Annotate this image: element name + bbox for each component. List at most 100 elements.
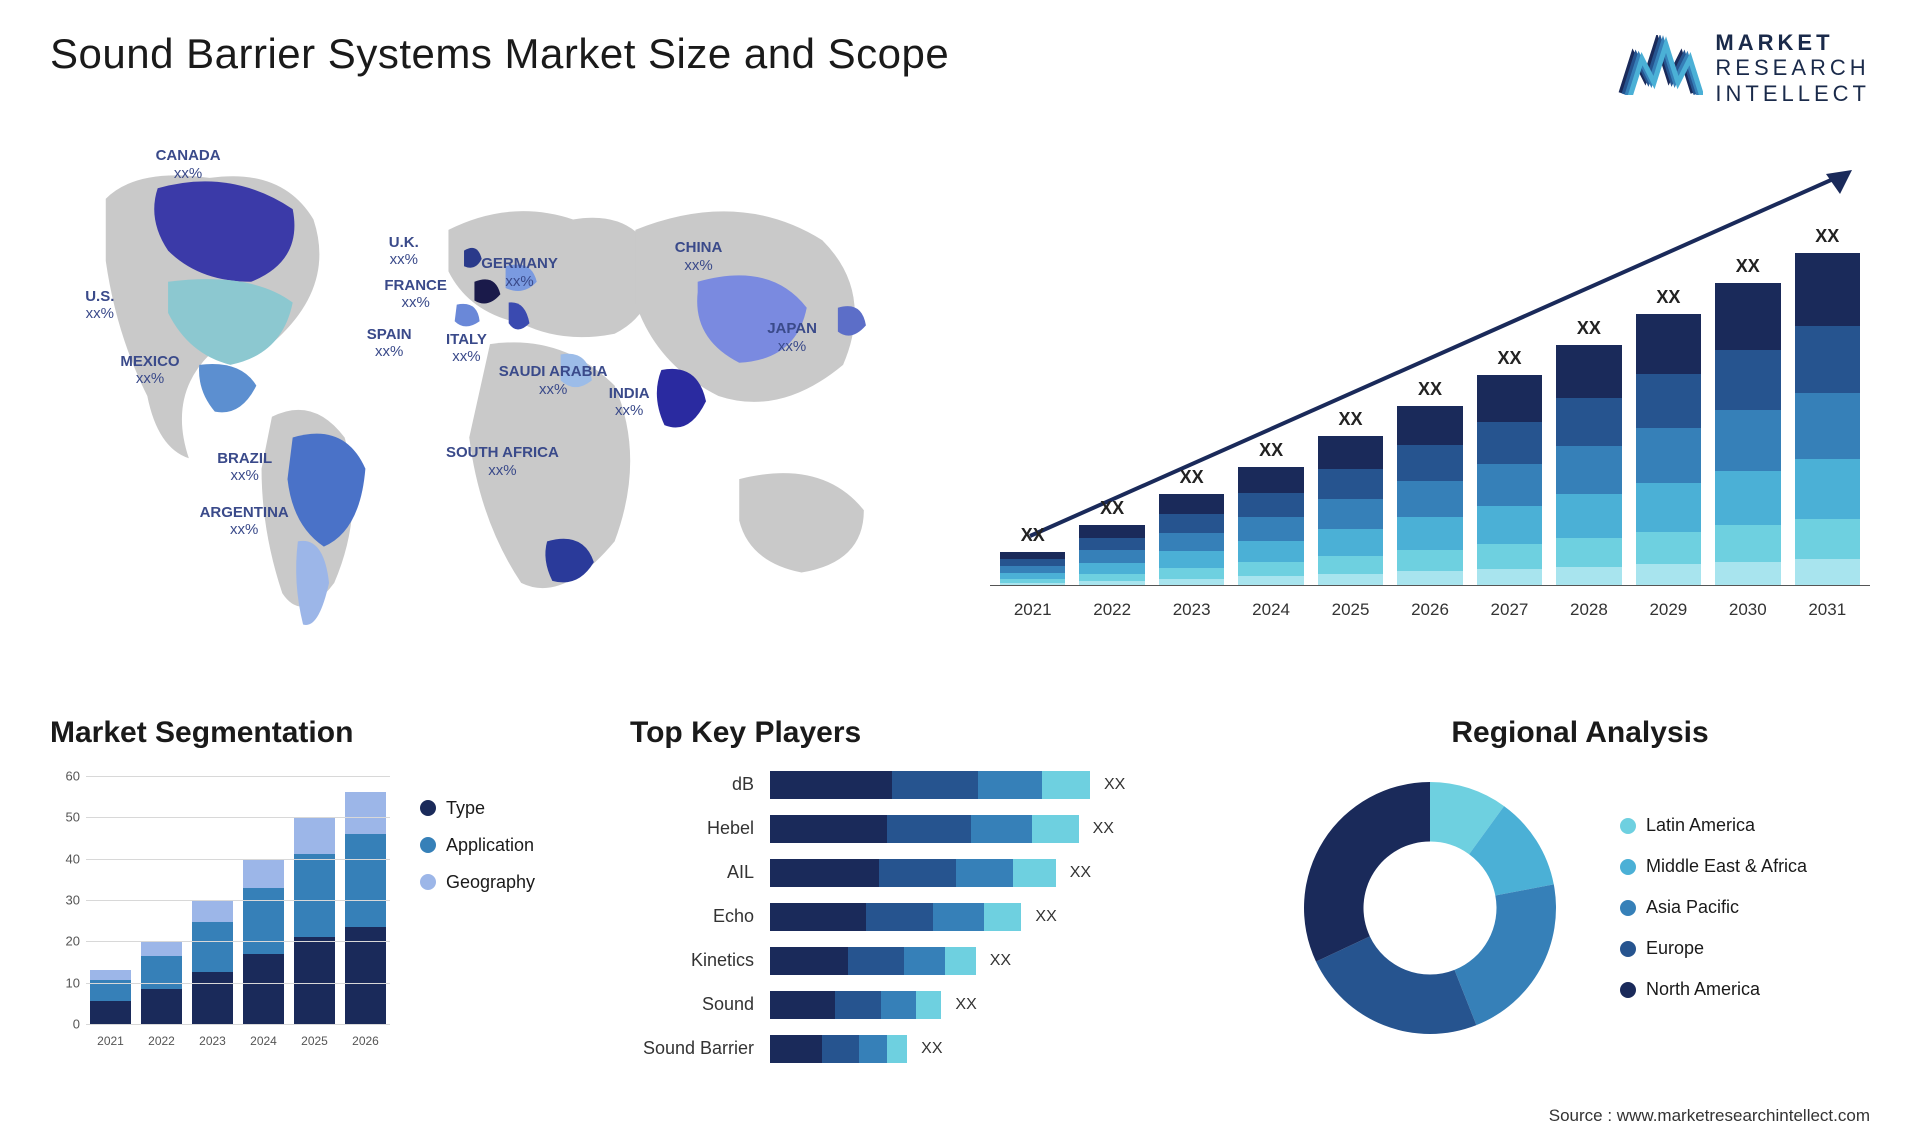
world-map-panel: CANADAxx%U.S.xx%MEXICOxx%BRAZILxx%ARGENT… (50, 126, 930, 666)
map-label-germany: GERMANYxx% (481, 255, 558, 290)
player-row: Sound Barrier XX (630, 1032, 1250, 1066)
forecast-bar: XX (1636, 287, 1701, 586)
y-tick: 10 (50, 975, 80, 990)
bar-value-label: XX (1100, 498, 1124, 519)
bar-value-label: XX (1021, 525, 1045, 546)
y-tick: 30 (50, 892, 80, 907)
legend-dot-icon (1620, 818, 1636, 834)
x-tick: 2025 (294, 1034, 335, 1048)
regional-donut (1290, 768, 1570, 1048)
legend-dot-icon (1620, 859, 1636, 875)
player-label: Echo (630, 906, 770, 927)
player-value: XX (955, 996, 976, 1014)
seg-bar (90, 970, 131, 1024)
player-row: Kinetics XX (630, 944, 1250, 978)
player-bar (770, 991, 941, 1019)
forecast-bar: XX (1397, 379, 1462, 586)
seg-bar (345, 792, 386, 1023)
page-title: Sound Barrier Systems Market Size and Sc… (50, 30, 949, 78)
x-tick: 2025 (1318, 600, 1383, 620)
source-label: Source : www.marketresearchintellect.com (1549, 1106, 1870, 1126)
player-bar (770, 1035, 907, 1063)
map-label-japan: JAPANxx% (767, 320, 817, 355)
regional-panel: Regional Analysis Latin AmericaMiddle Ea… (1290, 716, 1870, 1066)
player-label: Kinetics (630, 950, 770, 971)
x-tick: 2022 (141, 1034, 182, 1048)
player-bar (770, 815, 1079, 843)
forecast-bar: XX (1238, 440, 1303, 586)
player-row: SoundXX (630, 988, 1250, 1022)
bar-value-label: XX (1259, 440, 1283, 461)
forecast-bar: XX (1079, 498, 1144, 586)
player-label: Hebel (630, 818, 770, 839)
donut-slice (1454, 884, 1556, 1025)
map-label-saudi: SAUDI ARABIAxx% (499, 363, 608, 398)
x-tick: 2022 (1079, 600, 1144, 620)
legend-item: Europe (1620, 938, 1807, 959)
legend-dot-icon (1620, 982, 1636, 998)
bar-value-label: XX (1736, 256, 1760, 277)
top-row: CANADAxx%U.S.xx%MEXICOxx%BRAZILxx%ARGENT… (50, 126, 1870, 666)
map-label-france: FRANCExx% (384, 277, 447, 312)
player-value: XX (1093, 820, 1114, 838)
player-label: Sound Barrier (630, 1038, 770, 1059)
map-label-spain: SPAINxx% (367, 326, 412, 361)
bar-value-label: XX (1656, 287, 1680, 308)
x-tick: 2027 (1477, 600, 1542, 620)
player-value: XX (990, 952, 1011, 970)
forecast-chart: XXXXXXXXXXXXXXXXXXXXXX 20212022202320242… (990, 156, 1870, 586)
x-tick: 2021 (90, 1034, 131, 1048)
player-bar (770, 903, 1021, 931)
players-panel: Top Key Players dBXXHebelXXAILXXEchoXXKi… (630, 716, 1250, 1066)
donut-slice (1304, 782, 1430, 962)
x-tick: 2031 (1795, 600, 1860, 620)
donut-slice (1316, 936, 1476, 1034)
x-tick: 2023 (192, 1034, 233, 1048)
legend-item: Geography (420, 872, 535, 893)
legend-item: North America (1620, 979, 1807, 1000)
x-tick: 2021 (1000, 600, 1065, 620)
seg-bar (192, 900, 233, 1024)
player-label: dB (630, 774, 770, 795)
map-label-italy: ITALYxx% (446, 331, 487, 366)
y-tick: 40 (50, 851, 80, 866)
y-tick: 60 (50, 768, 80, 783)
segmentation-legend: TypeApplicationGeography (420, 798, 535, 1048)
forecast-bar: XX (1795, 226, 1860, 586)
bar-value-label: XX (1815, 226, 1839, 247)
x-tick: 2026 (345, 1034, 386, 1048)
x-tick: 2030 (1715, 600, 1780, 620)
logo-text: MARKET RESEARCH INTELLECT (1715, 30, 1870, 106)
player-value: XX (921, 1040, 942, 1058)
player-bar (770, 947, 976, 975)
legend-dot-icon (420, 800, 436, 816)
player-row: AILXX (630, 856, 1250, 890)
segmentation-panel: Market Segmentation 20212022202320242025… (50, 716, 590, 1066)
bar-value-label: XX (1577, 318, 1601, 339)
y-tick: 0 (50, 1016, 80, 1031)
regional-title: Regional Analysis (1290, 716, 1870, 750)
y-tick: 20 (50, 934, 80, 949)
world-map (50, 126, 930, 666)
bar-value-label: XX (1418, 379, 1442, 400)
x-tick: 2026 (1397, 600, 1462, 620)
players-chart: dBXXHebelXXAILXXEchoXXKineticsXXSoundXXS… (630, 768, 1250, 1066)
player-row: dB XX (630, 768, 1250, 802)
x-tick: 2024 (1238, 600, 1303, 620)
logo: MARKET RESEARCH INTELLECT (1613, 30, 1870, 106)
seg-bar (294, 817, 335, 1024)
forecast-bar: XX (1159, 467, 1224, 586)
forecast-bar: XX (1000, 525, 1065, 586)
map-label-canada: CANADAxx% (156, 147, 221, 182)
logo-icon (1613, 35, 1703, 100)
map-label-brazil: BRAZILxx% (217, 450, 272, 485)
legend-item: Asia Pacific (1620, 897, 1807, 918)
y-tick: 50 (50, 810, 80, 825)
player-value: XX (1104, 776, 1125, 794)
forecast-bar: XX (1318, 409, 1383, 586)
x-tick: 2023 (1159, 600, 1224, 620)
header: Sound Barrier Systems Market Size and Sc… (50, 30, 1870, 106)
regional-legend: Latin AmericaMiddle East & AfricaAsia Pa… (1620, 815, 1807, 1000)
legend-dot-icon (420, 837, 436, 853)
bar-value-label: XX (1180, 467, 1204, 488)
